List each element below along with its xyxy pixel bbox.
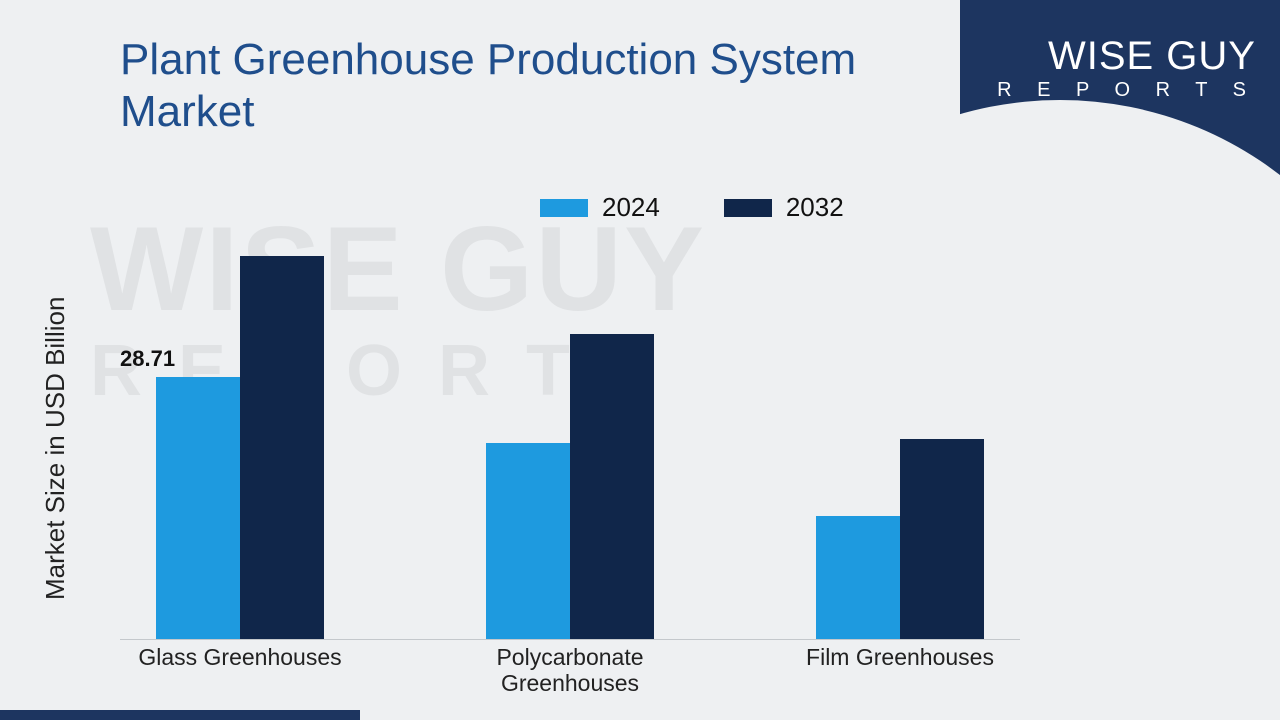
xlabel-glass: Glass Greenhouses [130, 644, 350, 670]
legend-swatch-2032 [724, 199, 772, 217]
bottom-strip [0, 710, 360, 720]
plot-area: 28.71 [120, 230, 1020, 640]
value-label-glass-2024: 28.71 [120, 346, 175, 372]
chart-title: Plant Greenhouse Production System Marke… [120, 34, 880, 138]
legend-swatch-2024 [540, 199, 588, 217]
x-axis-baseline [120, 639, 1020, 640]
brand-logo: WISE GUY R E P O R T S [997, 36, 1256, 100]
xlabel-film: Film Greenhouses [790, 644, 1010, 670]
legend: 2024 2032 [540, 192, 844, 223]
bar-film-2024 [816, 516, 900, 639]
y-axis-label: Market Size in USD Billion [40, 297, 71, 600]
bar-glass-2024 [156, 377, 240, 639]
legend-label-2032: 2032 [786, 192, 844, 223]
brand-line2: R E P O R T S [997, 80, 1256, 100]
legend-item-2032: 2032 [724, 192, 844, 223]
bar-poly-2032 [570, 334, 654, 639]
bar-glass-2032 [240, 256, 324, 639]
legend-item-2024: 2024 [540, 192, 660, 223]
brand-line1: WISE GUY [997, 36, 1256, 76]
page: WISE GUY R E P O R T S Plant Greenhouse … [0, 0, 1280, 720]
bar-film-2032 [900, 439, 984, 639]
bar-poly-2024 [486, 443, 570, 639]
legend-label-2024: 2024 [602, 192, 660, 223]
xlabel-polycarbonate: Polycarbonate Greenhouses [460, 644, 680, 697]
